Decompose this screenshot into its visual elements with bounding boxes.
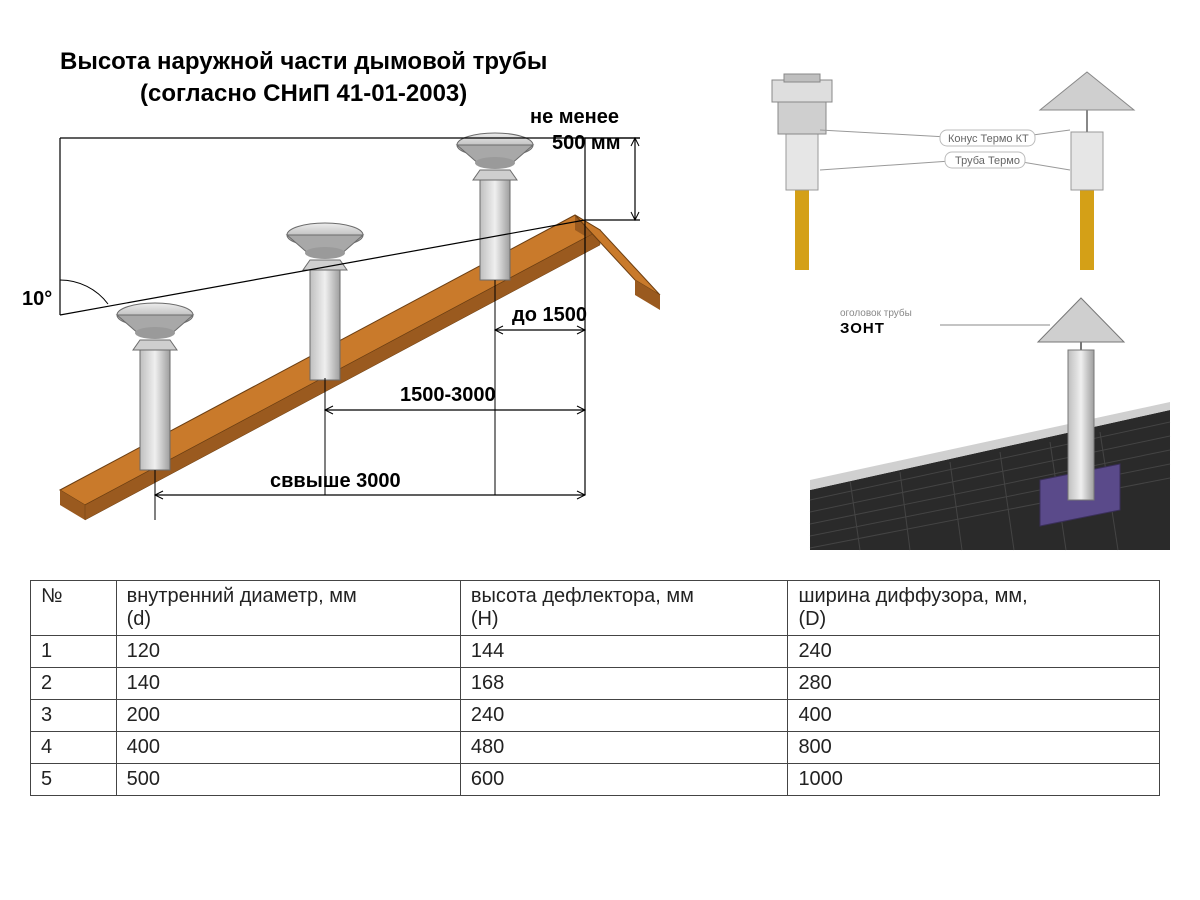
- table-cell: 280: [788, 668, 1160, 700]
- table-cell: 3: [31, 700, 117, 732]
- table-header: высота дефлектора, мм(Н): [460, 581, 788, 636]
- cap-types-diagram: [740, 60, 1180, 290]
- table-cell: 144: [460, 636, 788, 668]
- table-cell: 4: [31, 732, 117, 764]
- table-cell: 2: [31, 668, 117, 700]
- label-zone1: до 1500: [512, 304, 587, 327]
- table-row: 1120144240: [31, 636, 1160, 668]
- page-title-line1: Высота наружной части дымовой трубы: [60, 48, 547, 76]
- table-cell: 120: [116, 636, 460, 668]
- table-cell: 200: [116, 700, 460, 732]
- table-cell: 168: [460, 668, 788, 700]
- table-cell: 5: [31, 764, 117, 796]
- callout-zont: ЗОНТ: [840, 320, 885, 337]
- table-cell: 480: [460, 732, 788, 764]
- table-cell: 400: [116, 732, 460, 764]
- label-min-above-val: 500 мм: [552, 132, 621, 155]
- callout-ogolovok: оголовок трубы: [840, 308, 912, 319]
- table-cell: 600: [460, 764, 788, 796]
- label-zone3: сввыше 3000: [270, 470, 401, 493]
- table-header: ширина диффузора, мм,(D): [788, 581, 1160, 636]
- table-header: внутренний диаметр, мм(d): [116, 581, 460, 636]
- table-row: 4400480800: [31, 732, 1160, 764]
- label-zone2: 1500-3000: [400, 384, 496, 407]
- callout-truba: Труба Термо: [955, 155, 1020, 167]
- table-row: 55006001000: [31, 764, 1160, 796]
- label-min-above: не менее: [530, 106, 619, 129]
- table-row: 3200240400: [31, 700, 1160, 732]
- table-cell: 140: [116, 668, 460, 700]
- table-cell: 500: [116, 764, 460, 796]
- label-angle: 10°: [22, 288, 52, 311]
- table-cell: 240: [460, 700, 788, 732]
- table-cell: 1000: [788, 764, 1160, 796]
- table-cell: 1: [31, 636, 117, 668]
- table-cell: 400: [788, 700, 1160, 732]
- table-header: №: [31, 581, 117, 636]
- table-cell: 800: [788, 732, 1160, 764]
- table-row: 2140168280: [31, 668, 1160, 700]
- callout-konus: Конус Термо КТ: [948, 133, 1029, 145]
- table-cell: 240: [788, 636, 1160, 668]
- deflector-table: №внутренний диаметр, мм(d)высота дефлект…: [30, 580, 1160, 796]
